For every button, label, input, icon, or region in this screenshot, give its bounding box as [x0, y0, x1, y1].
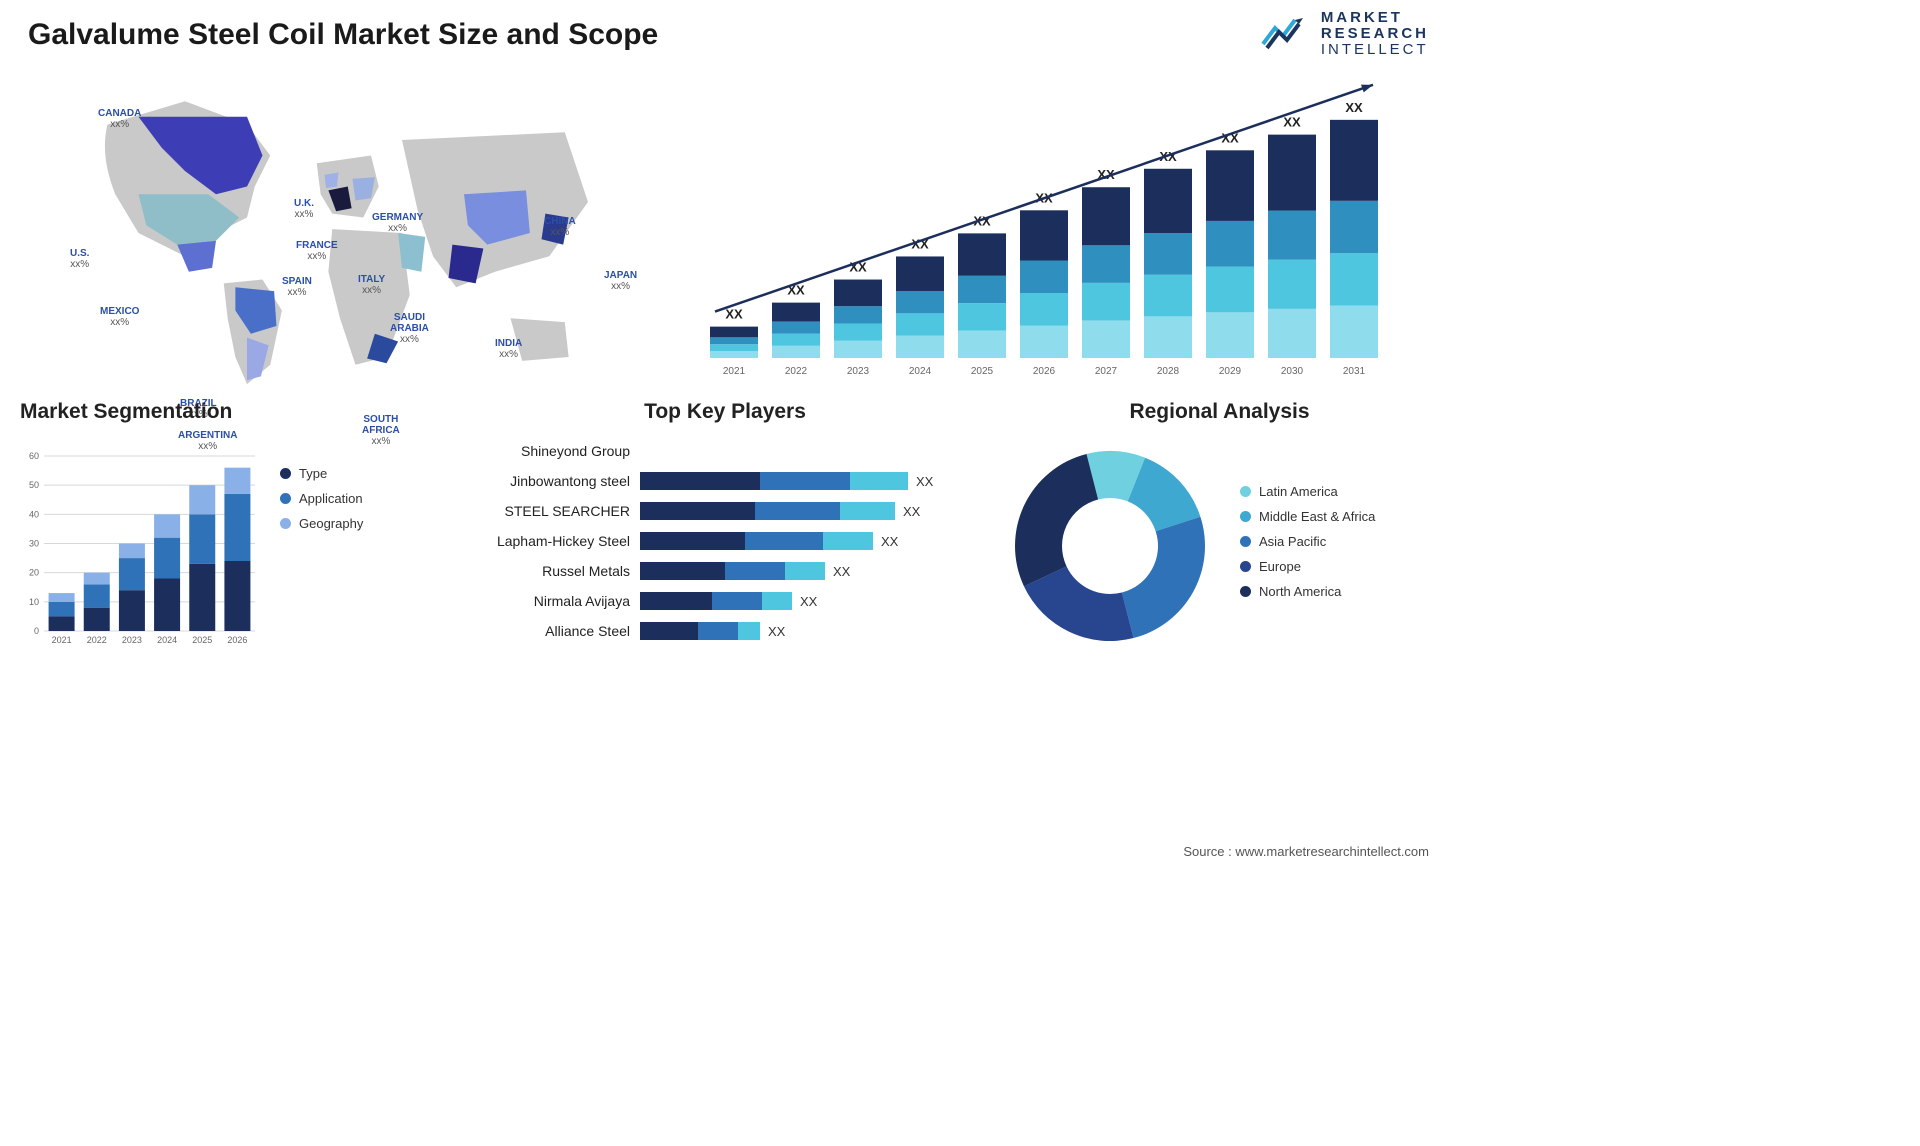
growth-chart-svg: XX2021XX2022XX2023XX2024XX2025XX2026XX20… [700, 78, 1400, 388]
logo-line3: INTELLECT [1321, 42, 1429, 58]
svg-text:2026: 2026 [227, 635, 247, 645]
player-name: Lapham-Hickey Steel [470, 533, 640, 549]
svg-text:2030: 2030 [1281, 366, 1304, 377]
player-name: Alliance Steel [470, 623, 640, 639]
map-label: ITALYxx% [358, 274, 385, 296]
player-bar [640, 472, 908, 490]
svg-text:2023: 2023 [122, 635, 142, 645]
svg-text:2025: 2025 [971, 366, 994, 377]
player-bar [640, 562, 825, 580]
svg-text:2027: 2027 [1095, 366, 1118, 377]
svg-text:XX: XX [725, 307, 743, 322]
market-segmentation-panel: Market Segmentation 0 10 20 30 40 50 60 2021 202… [20, 400, 440, 831]
svg-text:2024: 2024 [909, 366, 932, 377]
map-label: FRANCExx% [296, 240, 338, 262]
legend-item: Geography [280, 516, 440, 531]
svg-text:20: 20 [29, 568, 39, 578]
legend-item: Middle East & Africa [1240, 509, 1429, 524]
player-value: XX [768, 624, 785, 639]
player-row: Russel Metals XX [470, 556, 980, 586]
legend-item: Latin America [1240, 484, 1429, 499]
legend-item: Asia Pacific [1240, 534, 1429, 549]
map-label: U.K.xx% [294, 198, 314, 220]
top-key-players-panel: Top Key Players Shineyond Group Jinbowant… [470, 400, 980, 831]
world-map-panel: CANADAxx%U.S.xx%MEXICOxx%BRAZILxx%ARGENT… [20, 78, 660, 388]
map-label: CHINAxx% [544, 216, 576, 238]
map-label: INDIAxx% [495, 338, 522, 360]
source-attribution: Source : www.marketresearchintellect.com [1183, 844, 1429, 859]
regional-title: Regional Analysis [1010, 400, 1429, 424]
page-title: Galvalume Steel Coil Market Size and Sco… [28, 18, 658, 52]
svg-text:2021: 2021 [723, 366, 746, 377]
players-title: Top Key Players [470, 400, 980, 424]
logo-icon [1261, 14, 1313, 54]
svg-text:2022: 2022 [785, 366, 808, 377]
player-value: XX [916, 474, 933, 489]
player-bar [640, 592, 792, 610]
regional-legend: Latin America Middle East & Africa Asia Pa… [1240, 484, 1429, 609]
player-name: Russel Metals [470, 563, 640, 579]
player-row: Jinbowantong steel XX [470, 466, 980, 496]
player-row: Alliance Steel XX [470, 616, 980, 646]
segmentation-chart-svg: 0 10 20 30 40 50 60 2021 2022 2023 2024 2025 2026 [20, 436, 260, 666]
segmentation-legend: Type Application Geography [280, 436, 440, 831]
svg-text:0: 0 [34, 626, 39, 636]
legend-item: Application [280, 491, 440, 506]
svg-text:30: 30 [29, 539, 39, 549]
player-row: Nirmala Avijaya XX [470, 586, 980, 616]
svg-text:2024: 2024 [157, 635, 177, 645]
player-name: STEEL SEARCHER [470, 503, 640, 519]
logo-line1: MARKET [1321, 10, 1429, 26]
player-row: Lapham-Hickey Steel XX [470, 526, 980, 556]
player-bar [640, 532, 873, 550]
svg-text:2023: 2023 [847, 366, 870, 377]
player-bar [640, 622, 760, 640]
player-value: XX [800, 594, 817, 609]
svg-text:XX: XX [1283, 115, 1301, 130]
growth-chart-panel: XX2021XX2022XX2023XX2024XX2025XX2026XX20… [700, 78, 1429, 388]
svg-text:2025: 2025 [192, 635, 212, 645]
regional-analysis-panel: Regional Analysis Latin America Middle Ea… [1010, 400, 1429, 831]
player-value: XX [903, 504, 920, 519]
map-label: SPAINxx% [282, 276, 312, 298]
player-value: XX [881, 534, 898, 549]
map-label: CANADAxx% [98, 108, 141, 130]
svg-text:2026: 2026 [1033, 366, 1056, 377]
logo-line2: RESEARCH [1321, 26, 1429, 42]
legend-item: North America [1240, 584, 1429, 599]
players-list: Shineyond GroupJinbowantong steelXXSTEEL… [470, 436, 980, 646]
svg-text:2021: 2021 [52, 635, 72, 645]
regional-donut-svg [1010, 446, 1210, 646]
player-name: Shineyond Group [470, 443, 640, 459]
map-label: U.S.xx% [70, 248, 89, 270]
legend-item: Europe [1240, 559, 1429, 574]
brand-logo: MARKET RESEARCH INTELLECT [1261, 10, 1429, 57]
svg-text:10: 10 [29, 597, 39, 607]
segmentation-title: Market Segmentation [20, 400, 440, 424]
svg-text:XX: XX [1345, 100, 1363, 115]
svg-text:2022: 2022 [87, 635, 107, 645]
legend-item: Type [280, 466, 440, 481]
svg-text:2031: 2031 [1343, 366, 1366, 377]
svg-text:2029: 2029 [1219, 366, 1242, 377]
svg-text:50: 50 [29, 480, 39, 490]
map-label: GERMANYxx% [372, 212, 423, 234]
map-label: SAUDIARABIAxx% [390, 312, 429, 345]
player-bar [640, 502, 895, 520]
svg-text:40: 40 [29, 509, 39, 519]
player-name: Nirmala Avijaya [470, 593, 640, 609]
svg-text:2028: 2028 [1157, 366, 1180, 377]
player-value: XX [833, 564, 850, 579]
player-name: Jinbowantong steel [470, 473, 640, 489]
svg-text:60: 60 [29, 451, 39, 461]
player-row: STEEL SEARCHER XX [470, 496, 980, 526]
map-label: MEXICOxx% [100, 306, 139, 328]
map-label: JAPANxx% [604, 270, 637, 292]
player-row: Shineyond Group [470, 436, 980, 466]
